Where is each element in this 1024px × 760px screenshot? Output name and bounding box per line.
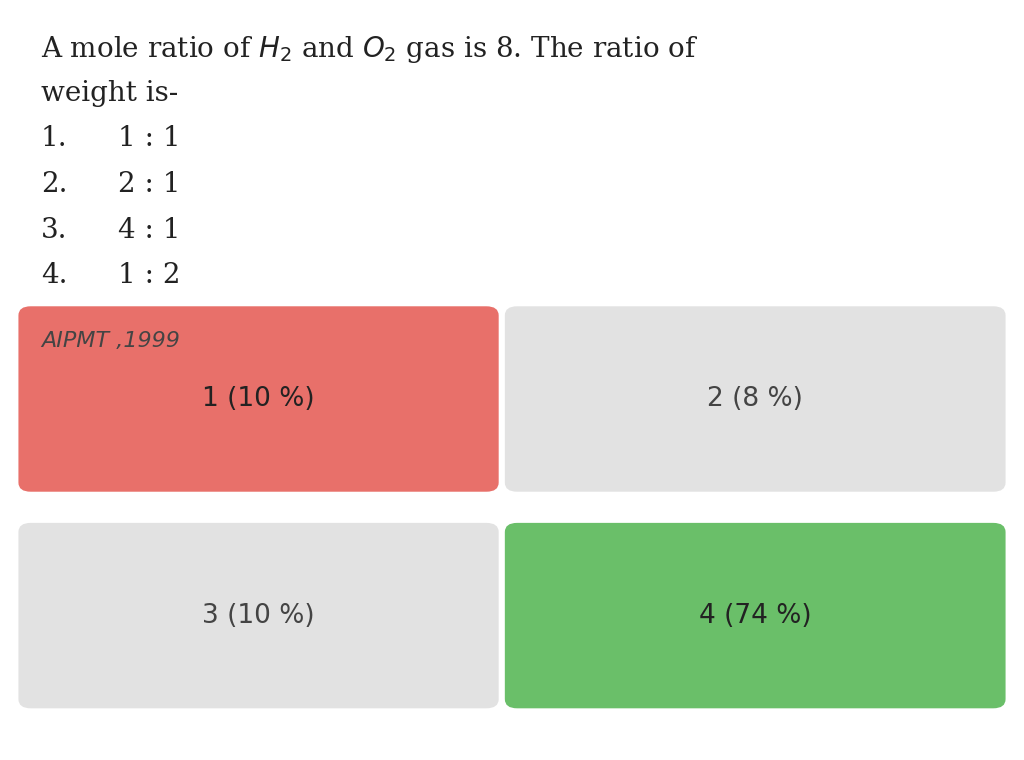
Text: 4 (74 %): 4 (74 %) — [699, 603, 811, 629]
Text: 1 (10 %): 1 (10 %) — [203, 386, 314, 412]
Text: weight is-: weight is- — [41, 80, 178, 107]
Text: 4.: 4. — [41, 262, 68, 290]
Text: 1 : 2: 1 : 2 — [118, 262, 180, 290]
Text: 1.: 1. — [41, 125, 68, 153]
Text: 3 (10 %): 3 (10 %) — [203, 603, 314, 629]
Text: 3.: 3. — [41, 217, 68, 244]
Text: 1 : 1: 1 : 1 — [118, 125, 180, 153]
Text: A mole ratio of $H_2$ and $O_2$ gas is 8. The ratio of: A mole ratio of $H_2$ and $O_2$ gas is 8… — [41, 34, 698, 65]
FancyBboxPatch shape — [505, 523, 1006, 708]
FancyBboxPatch shape — [18, 306, 499, 492]
Text: 2.: 2. — [41, 171, 68, 198]
Text: 2 : 1: 2 : 1 — [118, 171, 180, 198]
Text: 2 (8 %): 2 (8 %) — [708, 386, 803, 412]
FancyBboxPatch shape — [18, 523, 499, 708]
Text: 4 : 1: 4 : 1 — [118, 217, 180, 244]
FancyBboxPatch shape — [505, 306, 1006, 492]
Text: AIPMT ,1999: AIPMT ,1999 — [41, 331, 180, 350]
